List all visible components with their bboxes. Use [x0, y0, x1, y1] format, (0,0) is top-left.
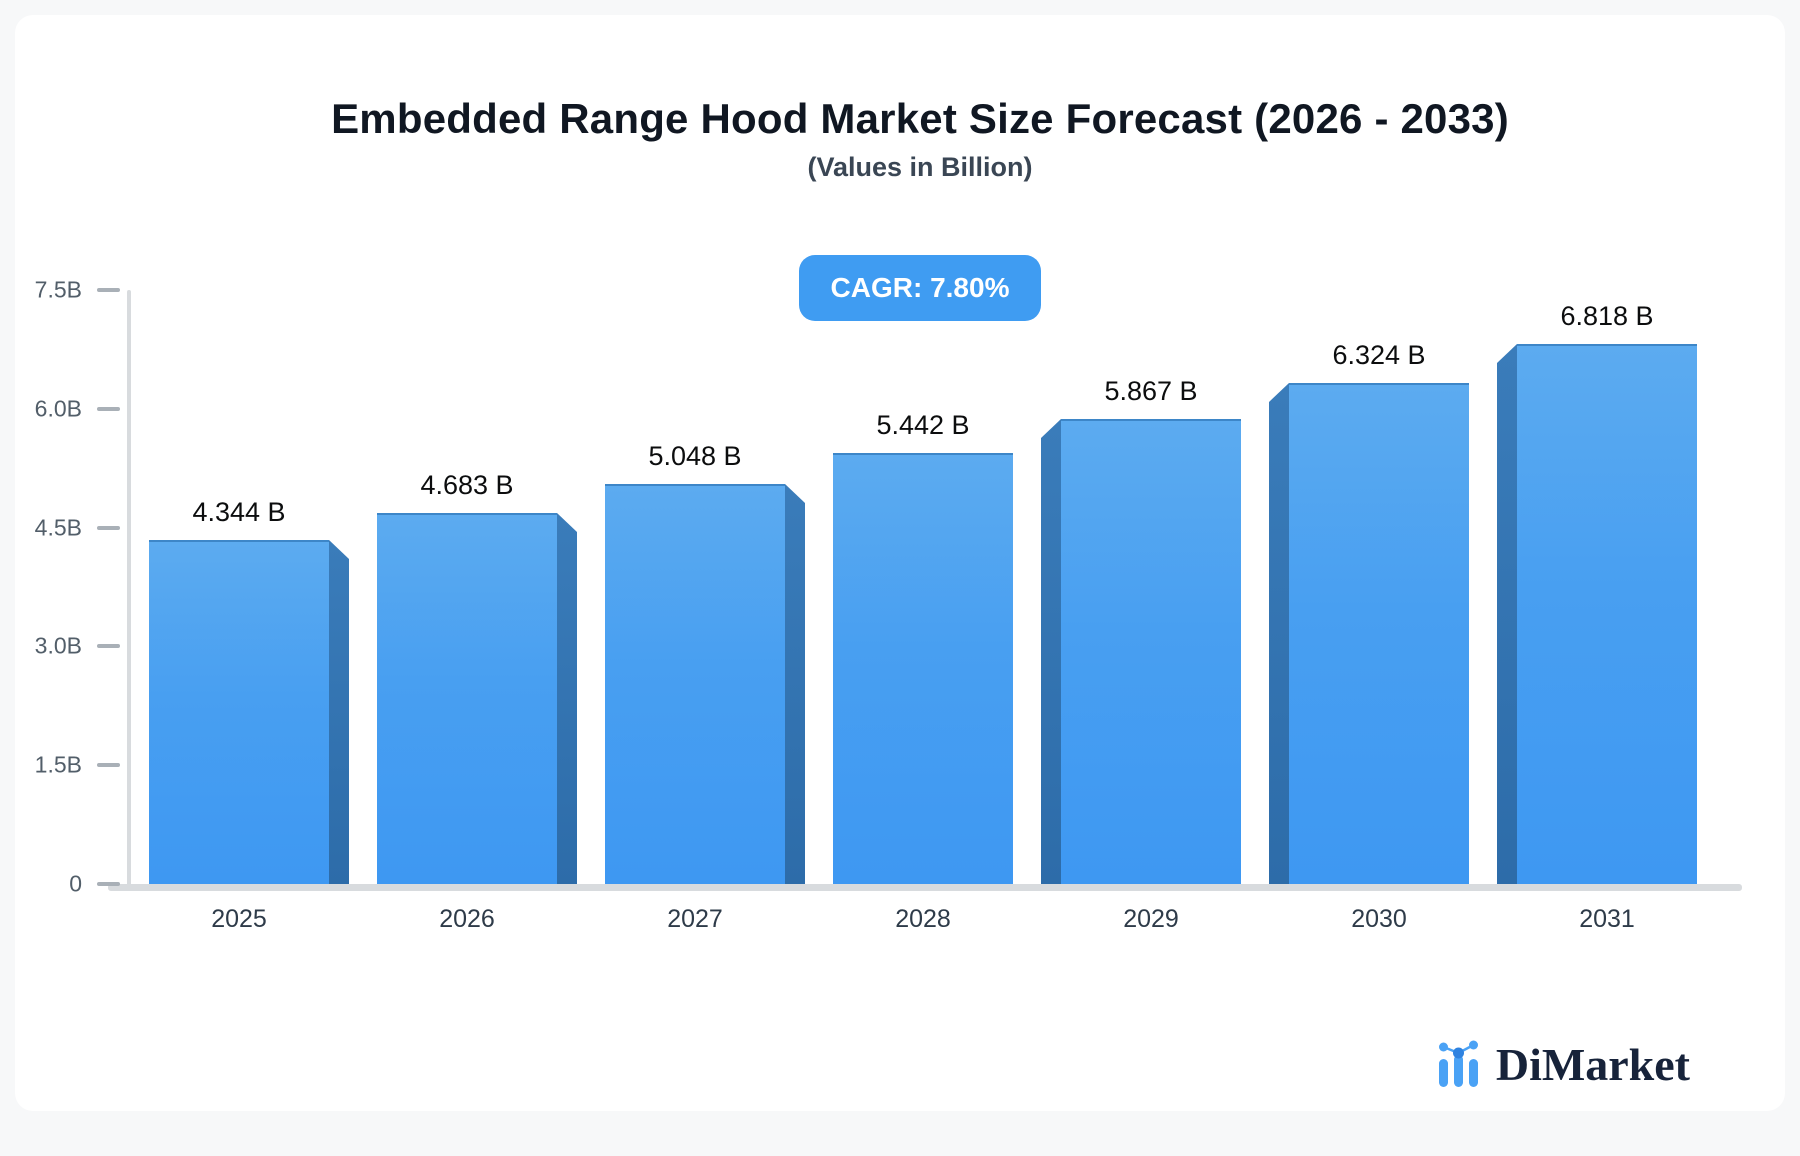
bar-2029: 5.867 B: [1041, 376, 1241, 884]
x-axis-label-2031: 2031: [1579, 905, 1635, 933]
bar-2027: 5.048 B: [605, 441, 805, 884]
bar-3d-side-2027: [785, 484, 805, 884]
y-axis-label-7.5B: 7.5B: [34, 276, 82, 303]
x-axis-line: [108, 884, 1742, 891]
x-axis-label-2028: 2028: [895, 905, 951, 933]
y-axis-tick: [97, 763, 120, 768]
cagr-badge-wrap: CAGR: 7.80%: [40, 255, 1800, 321]
bar-2026: 4.683 B: [377, 470, 577, 884]
bar-3d-side-2029: [1041, 419, 1061, 884]
x-axis-label-2029: 2029: [1123, 905, 1179, 933]
y-axis-line: [127, 290, 131, 888]
y-axis-tick: [97, 525, 120, 530]
y-axis-tick: [97, 288, 120, 292]
bar-2030: 6.324 B: [1269, 340, 1469, 884]
bar-3d-side-2025: [329, 540, 349, 884]
bar-2031: 6.818 B: [1497, 301, 1697, 884]
bar-2028: 5.442 B: [833, 410, 1013, 884]
bar-3d-side-2026: [557, 513, 577, 884]
bar-chart-logo-icon: [1438, 1040, 1478, 1087]
bar-value-label-2025: 4.344 B: [192, 497, 286, 527]
chart-title: Embedded Range Hood Market Size Forecast…: [331, 95, 1509, 142]
y-axis-label-1.5B: 1.5B: [34, 751, 82, 778]
y-axis-label-3.0B: 3.0B: [34, 632, 82, 659]
x-axis-label-2025: 2025: [211, 905, 267, 933]
x-axis-label-2030: 2030: [1351, 905, 1407, 933]
bar-2025: 4.344 B: [149, 497, 349, 884]
cagr-badge: CAGR: 7.80%: [798, 255, 1042, 321]
bar-value-label-2029: 5.867 B: [1104, 376, 1198, 406]
bar-value-label-2027: 5.048 B: [648, 441, 742, 471]
y-axis-label-4.5B: 4.5B: [34, 514, 82, 541]
bar-face-2025: [149, 540, 329, 884]
bar-face-2029: [1061, 419, 1241, 884]
bar-face-2030: [1289, 383, 1469, 884]
brand-logo: DiMarket: [1438, 1038, 1690, 1088]
bar-value-label-2026: 4.683 B: [420, 470, 514, 500]
y-axis-tick: [97, 882, 120, 886]
x-axis-label-2027: 2027: [667, 905, 723, 933]
y-axis-label-0: 0: [69, 870, 82, 897]
bar-value-label-2030: 6.324 B: [1332, 340, 1426, 370]
chart-subtitle: (Values in Billion): [807, 152, 1033, 182]
bar-face-2026: [377, 513, 557, 884]
brand-logo-text: DiMarket: [1495, 1039, 1690, 1090]
bar-3d-side-2030: [1269, 383, 1289, 884]
bar-value-label-2028: 5.442 B: [876, 410, 970, 440]
bar-value-label-2031: 6.818 B: [1560, 301, 1654, 331]
bar-3d-side-2031: [1497, 344, 1517, 884]
y-axis-tick: [97, 406, 120, 411]
y-axis-label-6.0B: 6.0B: [34, 395, 82, 422]
y-axis-tick: [97, 644, 120, 649]
bar-face-2031: [1517, 344, 1697, 884]
bar-face-2027: [605, 484, 785, 884]
bar-face-2028: [833, 453, 1013, 884]
x-axis-label-2026: 2026: [439, 905, 495, 933]
